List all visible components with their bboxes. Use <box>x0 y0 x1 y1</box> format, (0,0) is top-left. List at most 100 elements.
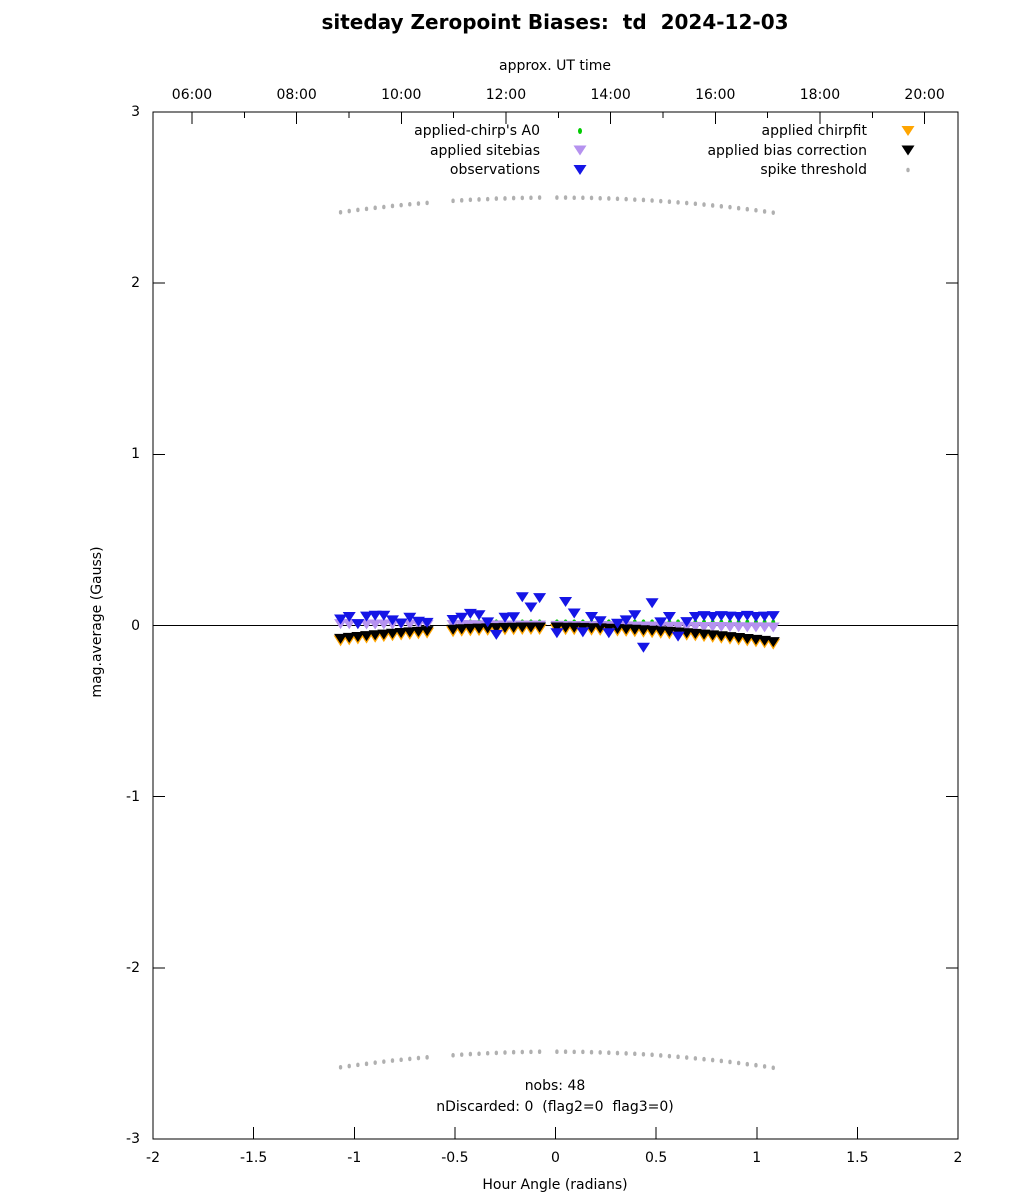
data-point-spike-threshold <box>615 196 620 202</box>
top-axis-label: approx. UT time <box>499 58 611 74</box>
data-point-bias-correction <box>688 628 702 639</box>
data-point-bias-correction <box>377 629 391 640</box>
data-point-observation <box>706 611 720 622</box>
legend-label: applied bias correction <box>707 142 867 159</box>
data-point-spike-threshold <box>503 1050 507 1055</box>
legend-marker <box>906 167 910 173</box>
data-point-spike-threshold <box>754 1062 758 1068</box>
data-point-spike-threshold <box>537 1049 542 1055</box>
data-point-bias-correction <box>498 622 512 633</box>
data-point-bias-correction <box>680 628 694 639</box>
data-point-observation <box>671 631 685 642</box>
data-point-spike-threshold <box>468 1051 473 1057</box>
data-point-observation <box>645 598 659 609</box>
data-point-bias-correction <box>420 626 434 637</box>
x-axis-label: Hour Angle (radians) <box>482 1177 628 1193</box>
data-point-observation <box>714 611 728 622</box>
data-point-spike-threshold <box>563 1049 568 1055</box>
data-point-sitebias <box>688 621 702 632</box>
data-point-bias-correction <box>342 632 356 643</box>
data-point-bias-correction <box>766 637 780 648</box>
data-point-bias-correction <box>463 623 477 634</box>
data-point-spike-threshold <box>633 197 637 202</box>
data-point-bias-correction <box>515 622 529 633</box>
data-point-spike-threshold <box>529 195 533 201</box>
data-point-bias-correction <box>411 626 425 637</box>
data-point-observation <box>351 619 365 630</box>
data-point-observation <box>628 610 642 621</box>
data-point-spike-threshold <box>425 200 429 206</box>
data-point-spike-threshold <box>338 210 343 215</box>
data-point-spike-threshold <box>373 1060 377 1065</box>
data-point-spike-threshold <box>659 198 663 204</box>
data-point-spike-threshold <box>520 195 524 201</box>
data-point-spike-threshold <box>382 204 386 210</box>
time-tick-label: 18:00 <box>799 87 841 103</box>
data-point-sitebias <box>732 622 746 633</box>
data-point-spike-threshold <box>615 1050 620 1056</box>
data-point-bias-correction <box>636 625 650 636</box>
data-point-observation <box>377 610 391 621</box>
data-point-observation <box>403 612 417 623</box>
data-point-spike-threshold <box>685 1055 689 1060</box>
data-point-observation <box>368 610 382 621</box>
data-point-spike-threshold <box>364 206 369 212</box>
y-tick-label: 2 <box>131 275 140 292</box>
data-point-spike-threshold <box>607 196 611 201</box>
data-point-spike-threshold <box>607 1050 611 1056</box>
data-point-bias-correction <box>351 631 365 642</box>
data-point-spike-threshold <box>451 1052 455 1058</box>
data-point-bias-correction <box>567 622 581 633</box>
data-point-spike-threshold <box>693 1056 698 1061</box>
x-tick-label: 1 <box>752 1150 762 1166</box>
data-point-spike-threshold <box>685 200 689 206</box>
data-point-observation <box>550 628 564 639</box>
data-point-observation <box>567 608 581 619</box>
data-point-spike-threshold <box>762 1064 767 1069</box>
data-point-spike-threshold <box>589 195 594 201</box>
data-point-spike-threshold <box>347 208 351 214</box>
data-point-spike-threshold <box>356 1062 360 1068</box>
data-point-spike-threshold <box>719 1058 724 1064</box>
data-point-sitebias <box>766 622 780 633</box>
y-tick-label: -2 <box>126 959 140 976</box>
data-point-observation <box>472 610 486 621</box>
data-point-spike-threshold <box>710 203 715 208</box>
data-point-observation <box>749 611 763 622</box>
legend-marker <box>901 126 915 136</box>
data-point-observation <box>619 615 633 626</box>
data-point-spike-threshold <box>460 1052 464 1057</box>
data-point-bias-correction <box>394 628 408 639</box>
data-point-bias-correction <box>403 627 417 638</box>
legend-marker <box>901 145 915 156</box>
data-point-spike-threshold <box>416 1055 421 1061</box>
data-point-spike-threshold <box>710 1057 715 1063</box>
y-tick-label: 1 <box>131 446 140 463</box>
data-point-bias-correction <box>593 623 607 634</box>
data-point-observation <box>489 629 503 640</box>
y-tick-label: 3 <box>131 104 140 120</box>
data-point-bias-correction <box>446 624 460 635</box>
data-point-spike-threshold <box>745 206 749 212</box>
x-tick-label: 2 <box>953 1150 963 1166</box>
data-point-bias-correction <box>619 624 633 635</box>
data-point-spike-threshold <box>598 195 602 201</box>
data-point-spike-threshold <box>537 195 542 200</box>
data-point-spike-threshold <box>650 198 654 203</box>
data-point-spike-threshold <box>477 1051 481 1057</box>
data-point-spike-threshold <box>728 204 732 210</box>
data-point-spike-threshold <box>382 1059 386 1064</box>
data-point-observation <box>723 611 737 622</box>
data-point-observation <box>420 617 434 628</box>
legend-marker <box>578 128 582 134</box>
data-point-bias-correction <box>654 626 668 637</box>
data-point-sitebias <box>377 619 391 630</box>
data-point-sitebias <box>662 621 676 632</box>
data-point-bias-correction <box>662 626 676 637</box>
data-point-sitebias <box>758 622 772 633</box>
data-point-spike-threshold <box>555 1049 559 1055</box>
data-point-sitebias <box>740 622 754 633</box>
data-point-spike-threshold <box>633 1051 637 1057</box>
data-point-bias-correction <box>585 623 599 634</box>
data-point-observation <box>593 616 607 627</box>
